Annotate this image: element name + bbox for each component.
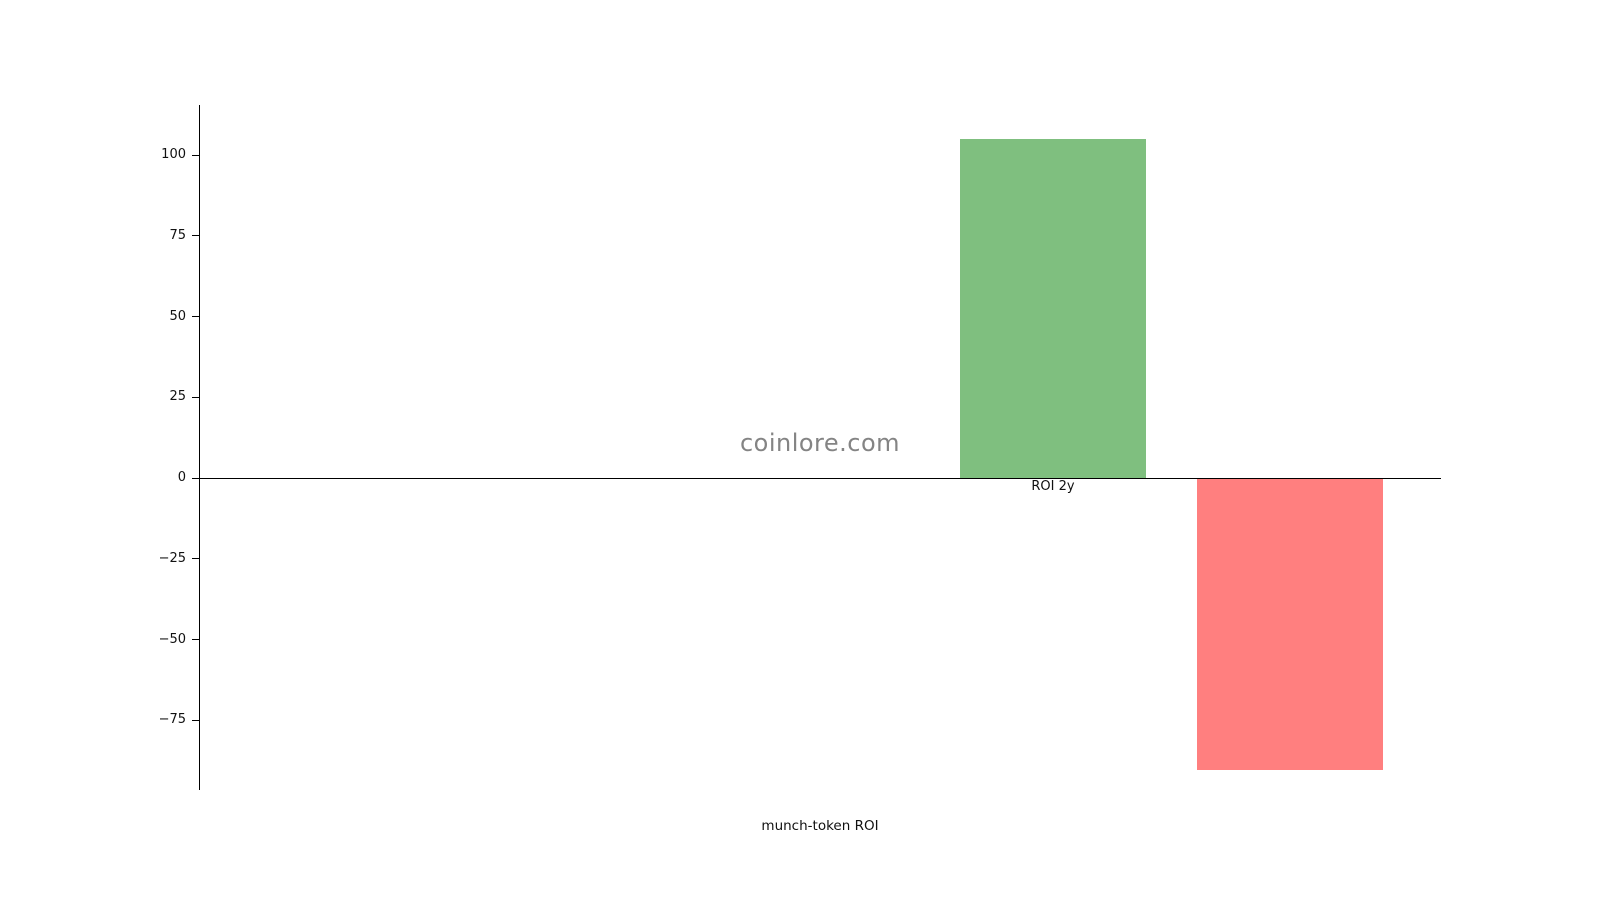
y-tick-label: 50: [169, 308, 186, 324]
y-tick-label: −50: [158, 631, 186, 647]
y-tick-label: 100: [161, 147, 186, 162]
y-tick-mark: [192, 154, 199, 156]
bar-positive: [960, 138, 1146, 478]
watermark-text: coinlore.com: [739, 429, 901, 457]
y-tick-mark: [192, 558, 199, 560]
y-tick-label: −75: [158, 712, 186, 728]
y-axis-line: [199, 105, 200, 790]
y-tick-mark: [192, 719, 199, 721]
y-tick-label: 25: [169, 389, 186, 405]
y-tick-mark: [192, 396, 199, 398]
y-tick-label: 0: [177, 470, 186, 485]
x-axis-zero-line: [199, 478, 1441, 479]
y-tick-mark: [192, 235, 199, 237]
x-tick-label: ROI 2y: [1031, 479, 1075, 494]
y-tick-mark: [192, 477, 199, 479]
y-tick-label: 75: [169, 227, 186, 243]
y-tick-mark: [192, 316, 199, 317]
y-tick-mark: [192, 639, 199, 640]
chart-title: munch-token ROI: [761, 818, 879, 834]
y-tick-label: −25: [158, 550, 186, 566]
bar-negative: [1197, 479, 1383, 770]
